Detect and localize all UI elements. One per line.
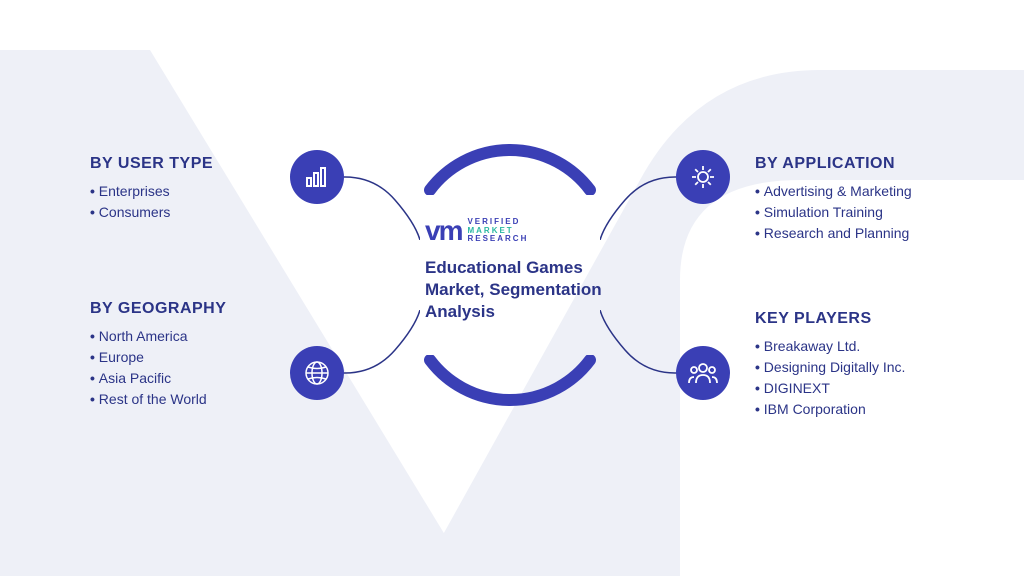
list-item: Enterprises — [90, 181, 310, 202]
section-list-user-type: EnterprisesConsumers — [90, 181, 310, 223]
section-list-application: Advertising & MarketingSimulation Traini… — [755, 181, 975, 244]
list-item: Consumers — [90, 202, 310, 223]
section-geography: BY GEOGRAPHY North AmericaEuropeAsia Pac… — [90, 300, 310, 410]
center-hub: vm VERIFIED MARKET RESEARCH Educational … — [385, 150, 635, 400]
list-item: Designing Digitally Inc. — [755, 357, 975, 378]
list-item: Advertising & Marketing — [755, 181, 975, 202]
section-key-players: KEY PLAYERS Breakaway Ltd.Designing Digi… — [755, 310, 975, 420]
section-title: BY GEOGRAPHY — [90, 300, 310, 318]
list-item: Research and Planning — [755, 223, 975, 244]
logo: vm VERIFIED MARKET RESEARCH — [425, 215, 605, 247]
section-title: BY USER TYPE — [90, 155, 310, 173]
list-item: DIGINEXT — [755, 378, 975, 399]
section-title: KEY PLAYERS — [755, 310, 975, 328]
list-item: Asia Pacific — [90, 368, 310, 389]
arc-bottom — [420, 355, 600, 415]
center-title: Educational Games Market, Segmentation A… — [425, 257, 605, 323]
logo-line3: RESEARCH — [467, 235, 528, 244]
people-icon — [676, 346, 730, 400]
arc-top — [420, 135, 600, 195]
section-list-geography: North AmericaEuropeAsia PacificRest of t… — [90, 326, 310, 410]
list-item: Simulation Training — [755, 202, 975, 223]
section-list-key-players: Breakaway Ltd.Designing Digitally Inc.DI… — [755, 336, 975, 420]
list-item: IBM Corporation — [755, 399, 975, 420]
section-application: BY APPLICATION Advertising & MarketingSi… — [755, 155, 975, 244]
section-user-type: BY USER TYPE EnterprisesConsumers — [90, 155, 310, 223]
list-item: Breakaway Ltd. — [755, 336, 975, 357]
list-item: Europe — [90, 347, 310, 368]
list-item: Rest of the World — [90, 389, 310, 410]
list-item: North America — [90, 326, 310, 347]
gear-icon — [676, 150, 730, 204]
logo-vm: vm — [425, 215, 461, 247]
section-title: BY APPLICATION — [755, 155, 975, 173]
